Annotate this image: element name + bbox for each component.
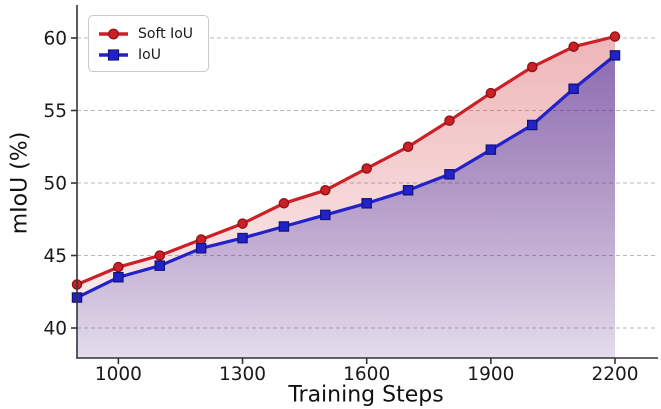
x-tick-label: 1900: [467, 364, 514, 385]
marker-circle: [154, 250, 166, 261]
marker-square: [402, 184, 414, 196]
marker-square: [195, 242, 207, 254]
line-iou: [76, 54, 617, 300]
marker-circle: [568, 41, 579, 52]
legend-item-soft-iou: Soft IoU: [98, 23, 199, 44]
marker-circle: [237, 218, 248, 229]
legend-item-iou: IoU: [98, 44, 199, 65]
y-tick-label: 60: [43, 29, 67, 50]
line-soft-iou: [76, 34, 616, 286]
axes: [71, 5, 658, 364]
y-axis-title: mIoU (%): [7, 131, 33, 235]
series-lines: [76, 34, 617, 300]
legend-sample-iou-icon: [99, 48, 128, 61]
marker-circle: [402, 141, 414, 152]
marker-circle: [278, 198, 290, 209]
marker-circle: [320, 184, 331, 196]
legend-label-iou: IoU: [138, 46, 161, 63]
x-tick-label: 1000: [95, 364, 142, 385]
marker-square: [361, 198, 372, 209]
marker-square: [444, 169, 455, 180]
x-axis-title: Training Steps: [288, 382, 444, 408]
marker-circle: [609, 31, 621, 42]
y-tick-label: 55: [43, 101, 67, 122]
marker-square: [485, 144, 497, 155]
marker-circle: [361, 163, 372, 174]
y-tick-label: 40: [43, 319, 67, 340]
y-tick-label: 50: [43, 174, 67, 195]
marker-circle: [195, 234, 207, 245]
area-fill-iou: [77, 55, 615, 359]
series-markers: [71, 31, 621, 303]
legend-sample-soft-iou-icon: [99, 28, 128, 39]
marker-square: [526, 119, 538, 131]
marker-circle: [113, 261, 124, 273]
marker-square: [154, 260, 166, 271]
tick-labels: 40 45 50 55 60 1000 1300 1600 1900 2200: [43, 29, 638, 386]
legend: Soft IoU IoU: [88, 15, 209, 72]
marker-square: [609, 50, 621, 61]
marker-square: [568, 83, 579, 95]
y-tick-label: 45: [43, 246, 67, 267]
area-fills: [77, 36, 615, 359]
x-tick-label: 1600: [343, 364, 390, 385]
marker-circle: [444, 115, 455, 126]
marker-circle: [485, 87, 497, 99]
x-tick-label: 1300: [219, 364, 266, 385]
marker-square: [278, 221, 290, 232]
x-tick-label: 2200: [591, 364, 638, 385]
legend-label-soft-iou: Soft IoU: [138, 25, 194, 42]
marker-square: [320, 209, 331, 221]
marker-circle: [526, 61, 538, 73]
marker-square: [237, 232, 248, 244]
marker-square: [113, 271, 124, 283]
